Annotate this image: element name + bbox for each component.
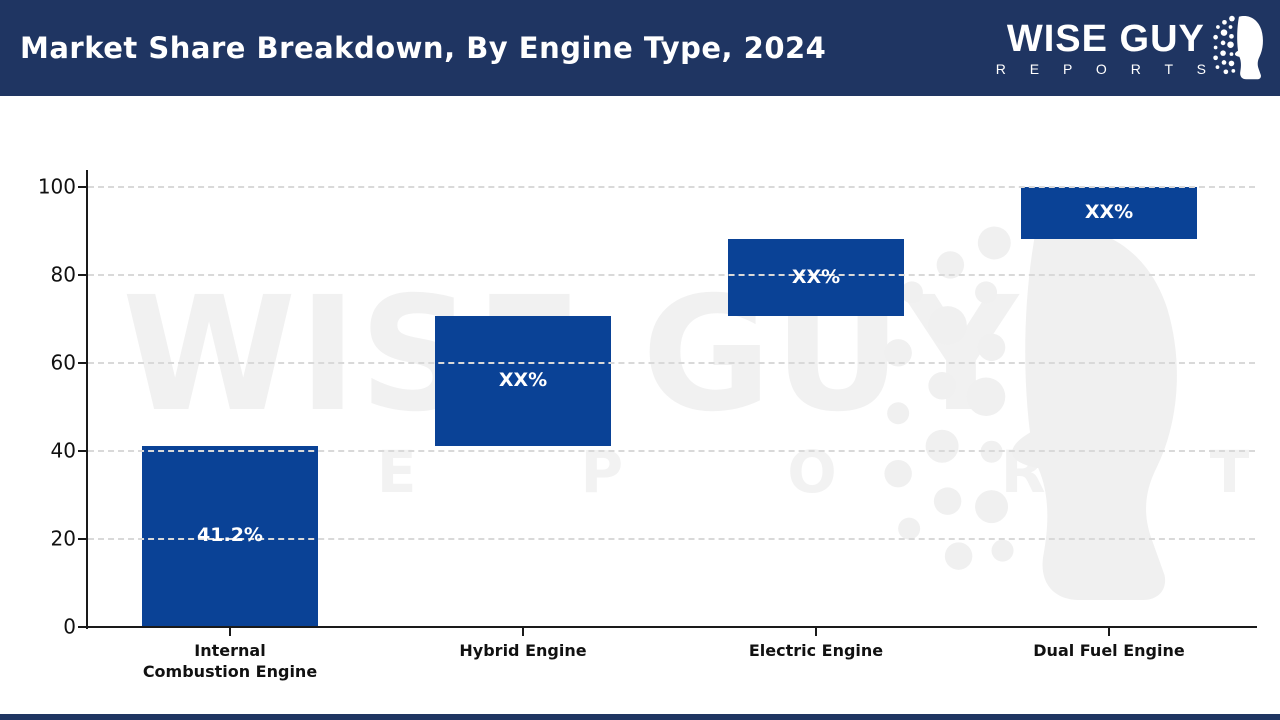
footer-bar <box>0 714 1280 720</box>
bar-electric-engine <box>728 238 904 317</box>
x-tick-dual-fuel-engine <box>1108 628 1110 636</box>
x-axis-line <box>86 626 1257 628</box>
y-tick-40 <box>78 450 86 452</box>
bar-internal-combustion-engine <box>142 445 318 627</box>
y-tick-label-40: 40 <box>50 438 76 463</box>
y-tick-20 <box>78 538 86 540</box>
bar-label-internal-combustion-engine: 41.2% <box>197 524 263 547</box>
bar-label-hybrid-engine: XX% <box>498 369 548 392</box>
x-tick-electric-engine <box>815 628 817 636</box>
bar-hybrid-engine <box>435 316 611 446</box>
page-title: Market Share Breakdown, By Engine Type, … <box>20 31 827 65</box>
y-axis-line <box>86 170 88 629</box>
y-tick-0 <box>78 626 86 628</box>
x-tick-label-dual-fuel-engine: Dual Fuel Engine <box>1033 641 1185 660</box>
x-tick-label-hybrid-engine: Hybrid Engine <box>459 641 587 660</box>
gridline-60 <box>88 362 1255 364</box>
brand-face-icon <box>1213 15 1263 80</box>
y-tick-100 <box>78 186 86 188</box>
brand-logo: WISE GUY R E P O R T S <box>996 13 1266 83</box>
bar-dual-fuel-engine <box>1021 187 1197 239</box>
gridline-100 <box>88 186 1255 188</box>
y-tick-80 <box>78 274 86 276</box>
y-tick-label-0: 0 <box>63 614 76 639</box>
y-tick-label-80: 80 <box>50 262 76 287</box>
y-tick-60 <box>78 362 86 364</box>
y-tick-label-60: 60 <box>50 350 76 375</box>
y-tick-label-20: 20 <box>50 526 76 551</box>
gridline-80 <box>88 274 1255 276</box>
gridline-20 <box>88 538 1255 540</box>
gridline-40 <box>88 450 1255 452</box>
brand-tagline: R E P O R T S <box>995 60 1216 77</box>
x-tick-label-internal-combustion-engine: Internal Combustion Engine <box>142 641 318 681</box>
bar-label-dual-fuel-engine: XX% <box>1084 200 1134 223</box>
header: Market Share Breakdown, By Engine Type, … <box>0 0 1280 96</box>
bar-label-electric-engine: XX% <box>791 265 841 288</box>
x-tick-internal-combustion-engine <box>229 628 231 636</box>
y-tick-label-100: 100 <box>37 174 76 199</box>
brand-name: WISE GUY <box>1006 17 1205 60</box>
x-tick-hybrid-engine <box>522 628 524 636</box>
x-tick-label-electric-engine: Electric Engine <box>748 641 884 660</box>
brand-text: WISE GUY R E P O R T S <box>996 20 1216 77</box>
